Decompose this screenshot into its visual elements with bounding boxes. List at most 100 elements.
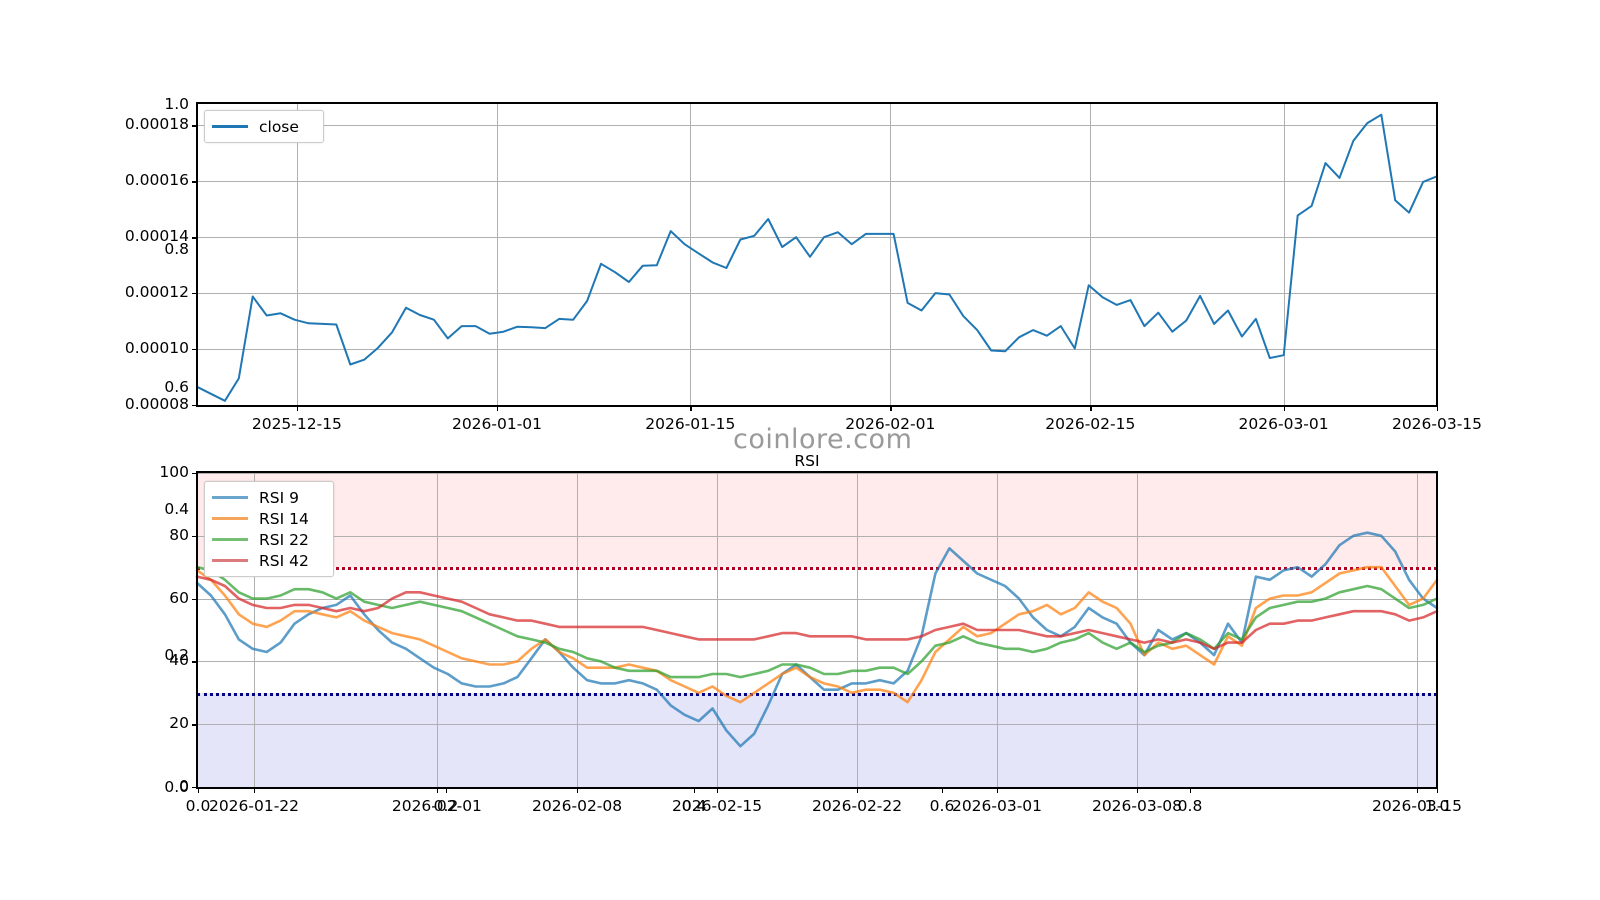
- price-plot-area: [197, 103, 1437, 405]
- price-xtick: [890, 406, 892, 411]
- rsi-legend[interactable]: RSI 9 RSI 14 RSI 22 RSI 42: [204, 481, 334, 577]
- legend-label-rsi9: RSI 9: [259, 488, 299, 507]
- rsi-axis-top: [196, 471, 1438, 473]
- rsi-gridline-h: [197, 535, 1437, 537]
- legend-swatch-rsi14: [212, 517, 248, 520]
- legend-label-close: close: [259, 117, 299, 136]
- rsi-axis-right: [1436, 472, 1438, 788]
- rsi-ytick-overlay-label: 0.0: [164, 778, 189, 796]
- legend-label-rsi42: RSI 42: [259, 551, 309, 570]
- rsi-xtick-label: 2026-02-22: [812, 797, 903, 815]
- rsi-xtick: [717, 788, 719, 793]
- legend-label-rsi14: RSI 14: [259, 509, 309, 528]
- rsi-gridline-h: [197, 661, 1437, 663]
- rsi-xtick: [254, 788, 256, 793]
- price-gridline-h: [197, 349, 1437, 351]
- rsi-xtick-overlay-label: 0.0: [185, 797, 211, 815]
- rsi-xtick: [436, 788, 439, 793]
- price-xtick-label: 2026-02-01: [845, 415, 936, 433]
- legend-item-rsi22[interactable]: RSI 22: [212, 529, 324, 550]
- rsi-ytick: [192, 787, 197, 789]
- rsi-xtick-label: 2026-02-08: [532, 797, 623, 815]
- legend-item-rsi14[interactable]: RSI 14: [212, 508, 324, 529]
- rsi-ytick: [192, 598, 197, 600]
- price-axis-top: [196, 102, 1438, 104]
- rsi-xtick-label: 2026-02-01: [391, 797, 482, 815]
- rsi-xtick-overlay: [694, 788, 696, 793]
- price-axis-left: [196, 103, 198, 406]
- rsi-ytick: [192, 724, 197, 726]
- rsi-xtick-overlay-label: 0.4: [681, 797, 707, 815]
- rsi-ytick-overlay-label: 0.4: [164, 500, 189, 518]
- price-xtick: [690, 406, 692, 411]
- rsi-xtick: [857, 788, 859, 793]
- rsi-gridline-v: [717, 473, 719, 787]
- price-ytick: [192, 405, 197, 407]
- price-xtick-label: 2026-03-15: [1391, 415, 1483, 433]
- price-ytick-label: 0.00008: [124, 395, 189, 413]
- rsi-axis-bottom: [196, 787, 1438, 789]
- price-gridline-v: [1283, 103, 1285, 405]
- rsi-ytick-label: 0: [179, 777, 189, 795]
- legend-swatch-rsi22: [212, 538, 248, 541]
- rsi-xtick-label: 2026-03-01: [951, 797, 1043, 815]
- rsi-xtick-overlay: [1437, 788, 1439, 793]
- price-ytick-overlay-label: 0.6: [164, 378, 189, 396]
- legend-swatch-rsi42: [212, 559, 248, 562]
- legend-swatch-close: [212, 125, 248, 128]
- rsi-xtick-overlay-label: 0.6: [929, 797, 955, 815]
- legend-item-close[interactable]: close: [212, 116, 314, 137]
- rsi-xtick-label: 2026-03-08: [1091, 797, 1183, 815]
- rsi-xtick-overlay: [942, 788, 944, 793]
- price-ytick-overlay-label: 0.8: [164, 240, 189, 258]
- price-ytick-label: 0.00018: [124, 115, 189, 134]
- price-legend[interactable]: close: [204, 110, 324, 143]
- rsi-ytick-label: 80: [169, 525, 189, 544]
- price-xtick: [1090, 406, 1092, 411]
- rsi-xtick-label: 2026-01-22: [208, 797, 300, 815]
- rsi-gridline-v: [436, 473, 438, 787]
- price-gridline-v: [296, 103, 298, 405]
- price-xtick: [1437, 406, 1439, 411]
- rsi-gridline-h: [197, 724, 1437, 726]
- rsi-xtick-overlay-label: 1.0: [1424, 797, 1450, 815]
- rsi-oversold-line: [197, 693, 1437, 696]
- rsi-ytick-label: 40: [169, 651, 189, 670]
- rsi-gridline-v: [1137, 473, 1138, 787]
- price-ytick-label: 0.00012: [124, 283, 189, 302]
- rsi-gridline-h: [197, 598, 1437, 600]
- price-axis-right: [1436, 103, 1438, 406]
- price-gridline-v: [690, 103, 692, 405]
- legend-item-rsi42[interactable]: RSI 42: [212, 550, 324, 571]
- rsi-ytick-overlay-label: 0.2: [164, 646, 189, 664]
- price-gridline-v: [890, 103, 892, 405]
- rsi-ytick-label: 20: [169, 714, 189, 733]
- rsi-ytick-label: 60: [169, 588, 189, 607]
- rsi-xtick-overlay: [446, 788, 448, 793]
- price-xtick: [1283, 406, 1285, 411]
- rsi-xtick-overlay: [1190, 788, 1192, 793]
- rsi-xtick: [997, 788, 999, 793]
- price-gridline-h: [197, 181, 1437, 183]
- price-gridline-h: [197, 237, 1437, 239]
- price-gridline-h: [197, 125, 1437, 127]
- price-xtick-label: 2025-12-15: [251, 415, 342, 433]
- rsi-ytick: [192, 535, 197, 538]
- rsi-xtick-label: 2026-03-15: [1371, 797, 1463, 815]
- rsi-xtick-overlay: [198, 788, 200, 793]
- watermark: coinlore.com: [733, 424, 913, 455]
- rsi-overbought-line: [197, 567, 1437, 570]
- legend-item-rsi9[interactable]: RSI 9: [212, 487, 324, 508]
- rsi-title: RSI: [794, 452, 820, 470]
- rsi-gridline-v: [254, 473, 255, 787]
- price-xtick: [296, 406, 299, 411]
- rsi-overbought-band: [197, 473, 1437, 567]
- price-ytick-label: 0.00014: [124, 227, 189, 246]
- price-xtick-label: 2026-03-01: [1238, 415, 1329, 433]
- rsi-xtick: [577, 788, 579, 793]
- price-ytick: [192, 181, 197, 183]
- price-gridline-v: [497, 103, 498, 405]
